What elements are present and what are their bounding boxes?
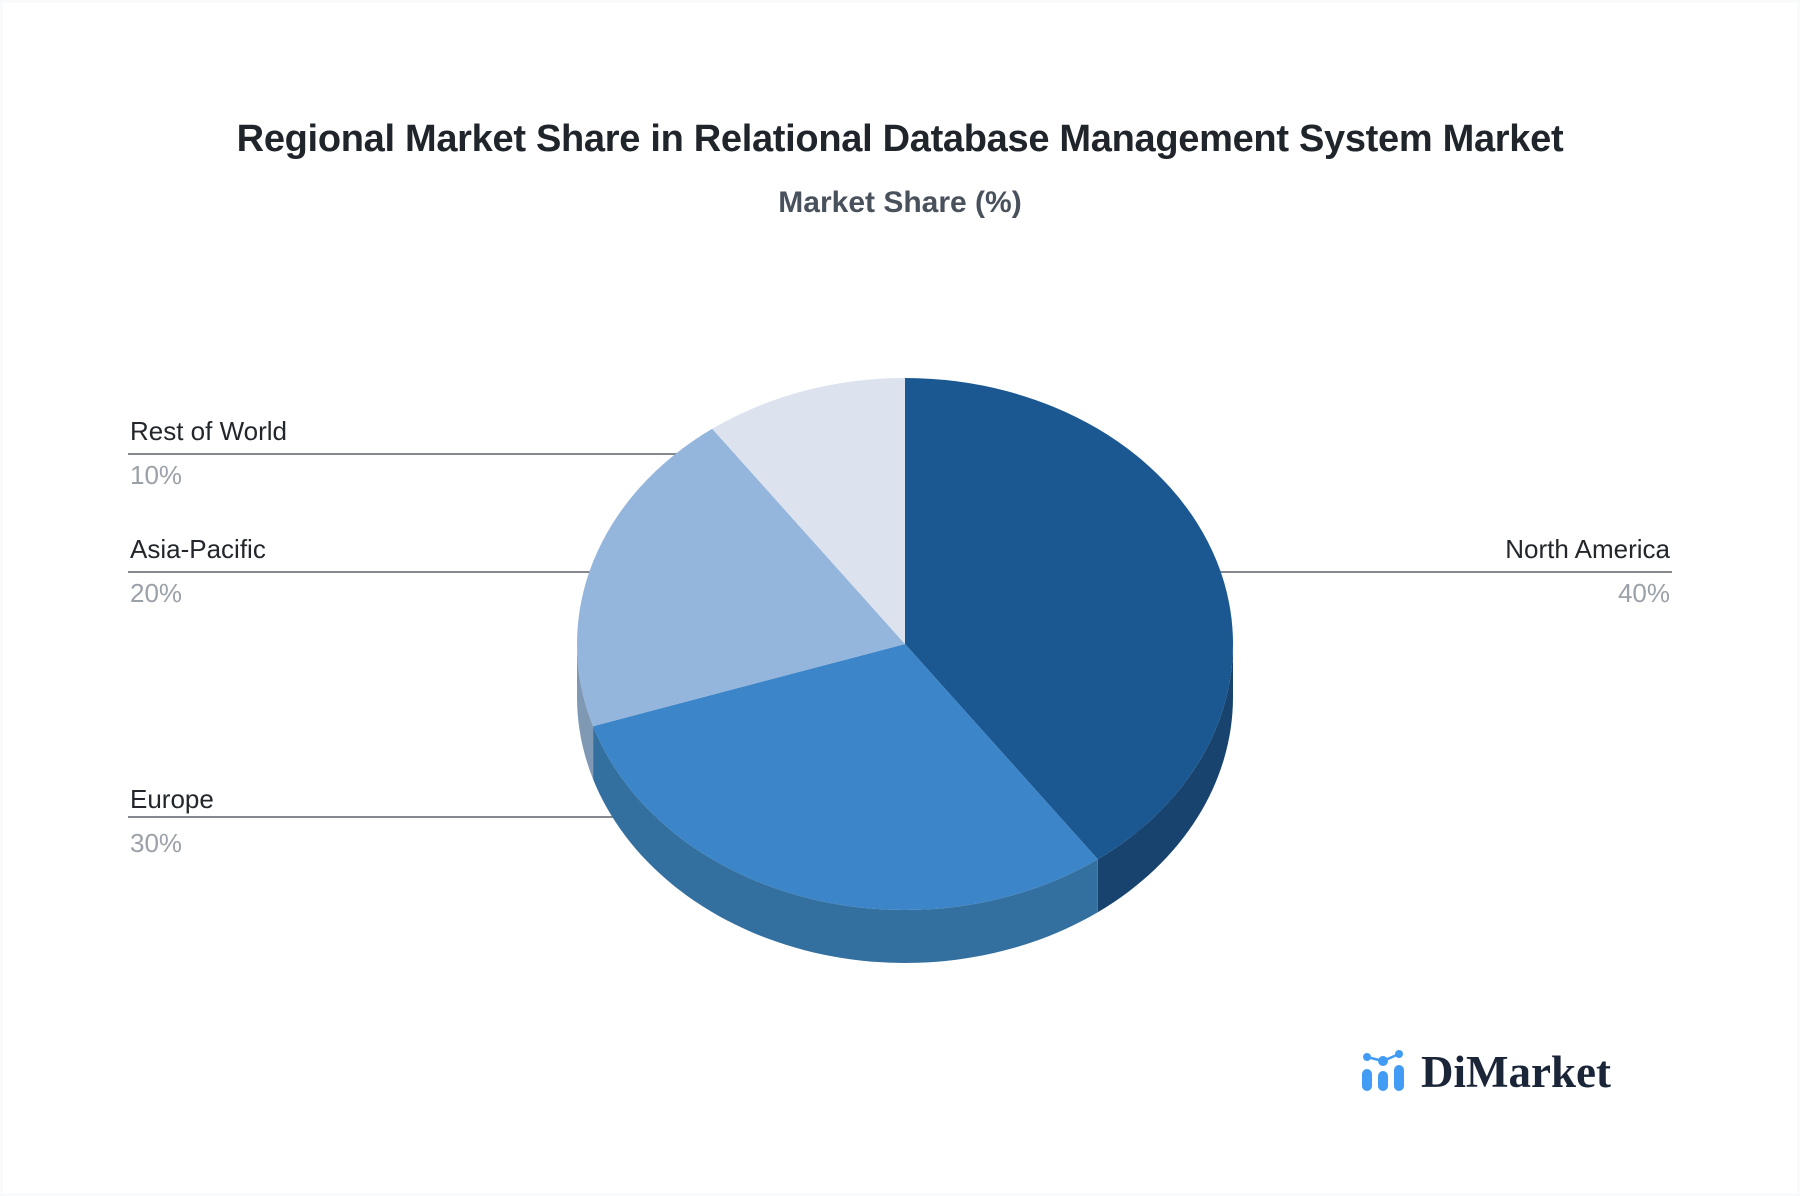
pie-side-europe [593,726,1098,963]
slice-label: Europe [130,784,214,814]
pie-side-north-america [1097,644,1233,913]
slice-label: Asia-Pacific [130,534,266,564]
pie-slice-north-america [905,378,1234,860]
slice-percent: 30% [130,828,183,858]
bar-line-chart-icon [1362,1050,1404,1091]
pie-slice-asia-pacific [577,428,905,727]
slice-label: Rest of World [130,416,288,446]
chart-subtitle: Market Share (%) [778,186,1022,219]
slice-percent: 10% [130,460,183,490]
logo-text: DiMarket [1421,1047,1611,1097]
pie-side-asia-pacific [577,644,594,780]
callout-rest-of-world: Rest of World 10% [130,416,690,490]
slice-label: North America [1505,534,1670,564]
pie-slice-europe [593,644,1098,910]
chart-title: Regional Market Share in Relational Data… [236,118,1564,160]
callout-asia-pacific: Asia-Pacific 20% [130,534,690,608]
slice-percent: 20% [130,578,183,608]
slice-percent: 40% [1617,578,1670,608]
callout-europe: Europe 30% [130,784,690,858]
dimarket-logo: DiMarket [1360,1040,1611,1096]
pie-slice-rest-of-world [712,378,905,644]
callout-north-america: North America 40% [1110,534,1670,608]
